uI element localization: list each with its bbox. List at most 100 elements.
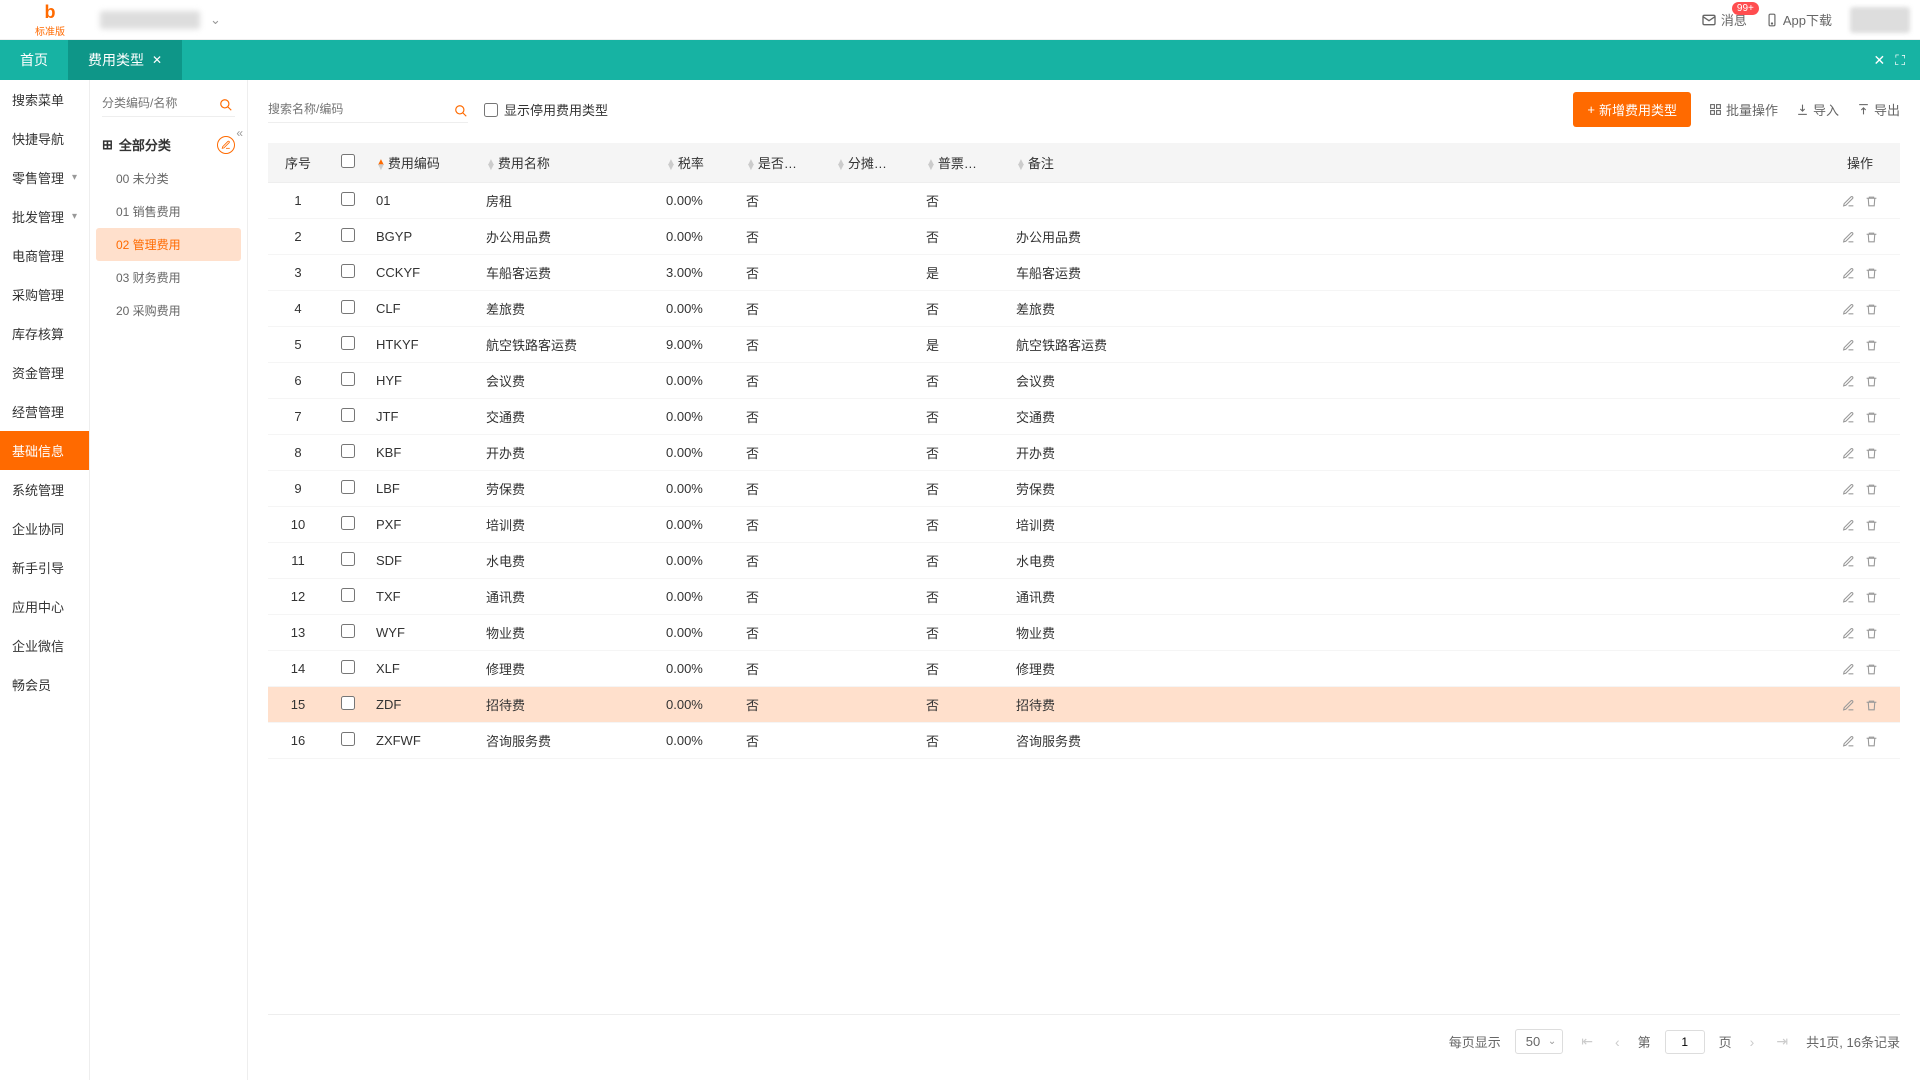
tab-close-icon[interactable]: ✕ — [152, 53, 162, 67]
table-row[interactable]: 8KBF开办费0.00%否否开办费 — [268, 435, 1900, 471]
row-checkbox[interactable] — [341, 264, 355, 278]
sidebar-item[interactable]: 批发管理▾ — [0, 197, 89, 236]
delete-icon[interactable] — [1865, 733, 1878, 748]
row-checkbox[interactable] — [341, 660, 355, 674]
delete-icon[interactable] — [1865, 337, 1878, 352]
table-row[interactable]: 14XLF修理费0.00%否否修理费 — [268, 651, 1900, 687]
company-selector[interactable]: ⌄ — [100, 5, 260, 35]
edit-icon[interactable] — [1842, 193, 1855, 208]
edit-icon[interactable] — [1842, 265, 1855, 280]
table-row[interactable]: 15ZDF招待费0.00%否否招待费 — [268, 687, 1900, 723]
table-row[interactable]: 4CLF差旅费0.00%否否差旅费 — [268, 291, 1900, 327]
row-checkbox[interactable] — [341, 516, 355, 530]
col-code[interactable]: ▲▼费用编码 — [368, 143, 478, 183]
delete-icon[interactable] — [1865, 373, 1878, 388]
app-download-link[interactable]: App下载 — [1765, 10, 1832, 29]
table-row[interactable]: 5HTKYF航空铁路客运费9.00%否是航空铁路客运费 — [268, 327, 1900, 363]
category-item[interactable]: 03 财务费用 — [90, 261, 247, 294]
sidebar-item[interactable]: 新手引导 — [0, 548, 89, 587]
delete-icon[interactable] — [1865, 445, 1878, 460]
col-isx[interactable]: ▲▼是否… — [738, 143, 828, 183]
export-button[interactable]: 导出 — [1857, 100, 1900, 119]
col-seq[interactable]: 序号 — [268, 143, 328, 183]
edit-icon[interactable] — [1842, 373, 1855, 388]
sidebar-item[interactable]: 系统管理 — [0, 470, 89, 509]
tab-home[interactable]: 首页 — [0, 40, 68, 80]
table-row[interactable]: 9LBF劳保费0.00%否否劳保费 — [268, 471, 1900, 507]
sidebar-item[interactable]: 畅会员 — [0, 665, 89, 704]
first-page-icon[interactable]: ⇤ — [1577, 1033, 1597, 1050]
edit-icon[interactable] — [1842, 337, 1855, 352]
sidebar-item[interactable]: 快捷导航 — [0, 119, 89, 158]
edit-icon[interactable] — [1842, 733, 1855, 748]
sidebar-item[interactable]: 企业协同 — [0, 509, 89, 548]
sidebar-item[interactable]: 经营管理 — [0, 392, 89, 431]
sidebar-item[interactable]: 零售管理▾ — [0, 158, 89, 197]
edit-icon[interactable] — [1842, 661, 1855, 676]
page-input[interactable] — [1665, 1030, 1705, 1054]
category-item[interactable]: 00 未分类 — [90, 162, 247, 195]
edit-icon[interactable] — [1842, 553, 1855, 568]
table-row[interactable]: 12TXF通讯费0.00%否否通讯费 — [268, 579, 1900, 615]
search-icon[interactable] — [219, 96, 233, 112]
import-button[interactable]: 导入 — [1796, 100, 1839, 119]
collapse-panel-icon[interactable]: « — [236, 126, 243, 140]
sidebar-item[interactable]: 搜索菜单 — [0, 80, 89, 119]
sidebar-item[interactable]: 基础信息 — [0, 431, 89, 470]
page-size-select[interactable]: 50 ⌄ — [1515, 1029, 1563, 1054]
add-button[interactable]: + 新增费用类型 — [1573, 92, 1691, 127]
table-row[interactable]: 10PXF培训费0.00%否否培训费 — [268, 507, 1900, 543]
delete-icon[interactable] — [1865, 193, 1878, 208]
next-page-icon[interactable]: › — [1746, 1034, 1759, 1050]
search-input[interactable] — [268, 96, 468, 123]
prev-page-icon[interactable]: ‹ — [1611, 1034, 1624, 1050]
edit-icon[interactable] — [1842, 229, 1855, 244]
select-all-checkbox[interactable] — [341, 154, 355, 168]
category-item[interactable]: 01 销售费用 — [90, 195, 247, 228]
table-row[interactable]: 13WYF物业费0.00%否否物业费 — [268, 615, 1900, 651]
sidebar-item[interactable]: 采购管理 — [0, 275, 89, 314]
table-row[interactable]: 16ZXFWF咨询服务费0.00%否否咨询服务费 — [268, 723, 1900, 759]
delete-icon[interactable] — [1865, 661, 1878, 676]
edit-icon[interactable] — [1842, 445, 1855, 460]
row-checkbox[interactable] — [341, 336, 355, 350]
edit-icon[interactable] — [1842, 517, 1855, 532]
table-row[interactable]: 2BGYP办公用品费0.00%否否办公用品费 — [268, 219, 1900, 255]
delete-icon[interactable] — [1865, 697, 1878, 712]
avatar[interactable] — [1850, 7, 1910, 33]
table-row[interactable]: 7JTF交通费0.00%否否交通费 — [268, 399, 1900, 435]
sidebar-item[interactable]: 企业微信 — [0, 626, 89, 665]
sidebar-item[interactable]: 资金管理 — [0, 353, 89, 392]
table-row[interactable]: 6HYF会议费0.00%否否会议费 — [268, 363, 1900, 399]
row-checkbox[interactable] — [341, 444, 355, 458]
table-row[interactable]: 3CCKYF车船客运费3.00%否是车船客运费 — [268, 255, 1900, 291]
category-search-input[interactable] — [102, 90, 235, 117]
row-checkbox[interactable] — [341, 552, 355, 566]
row-checkbox[interactable] — [341, 192, 355, 206]
row-checkbox[interactable] — [341, 624, 355, 638]
messages-link[interactable]: 消息 99+ — [1701, 10, 1747, 29]
edit-category-icon[interactable] — [217, 136, 235, 154]
col-name[interactable]: ▲▼费用名称 — [478, 143, 658, 183]
col-rate[interactable]: ▲▼税率 — [658, 143, 738, 183]
table-row[interactable]: 11SDF水电费0.00%否否水电费 — [268, 543, 1900, 579]
col-invoice[interactable]: ▲▼普票… — [918, 143, 1008, 183]
col-alloc[interactable]: ▲▼分摊… — [828, 143, 918, 183]
delete-icon[interactable] — [1865, 229, 1878, 244]
batch-button[interactable]: 批量操作 — [1709, 100, 1778, 119]
delete-icon[interactable] — [1865, 553, 1878, 568]
delete-icon[interactable] — [1865, 409, 1878, 424]
category-header[interactable]: ⊞ 全部分类 — [90, 127, 247, 162]
row-checkbox[interactable] — [341, 588, 355, 602]
delete-icon[interactable] — [1865, 265, 1878, 280]
sidebar-item[interactable]: 库存核算 — [0, 314, 89, 353]
edit-icon[interactable] — [1842, 697, 1855, 712]
delete-icon[interactable] — [1865, 589, 1878, 604]
row-checkbox[interactable] — [341, 480, 355, 494]
row-checkbox[interactable] — [341, 732, 355, 746]
sidebar-item[interactable]: 电商管理 — [0, 236, 89, 275]
sidebar-item[interactable]: 应用中心 — [0, 587, 89, 626]
col-remark[interactable]: ▲▼备注 — [1008, 143, 1820, 183]
edit-icon[interactable] — [1842, 625, 1855, 640]
search-icon[interactable] — [454, 102, 468, 118]
